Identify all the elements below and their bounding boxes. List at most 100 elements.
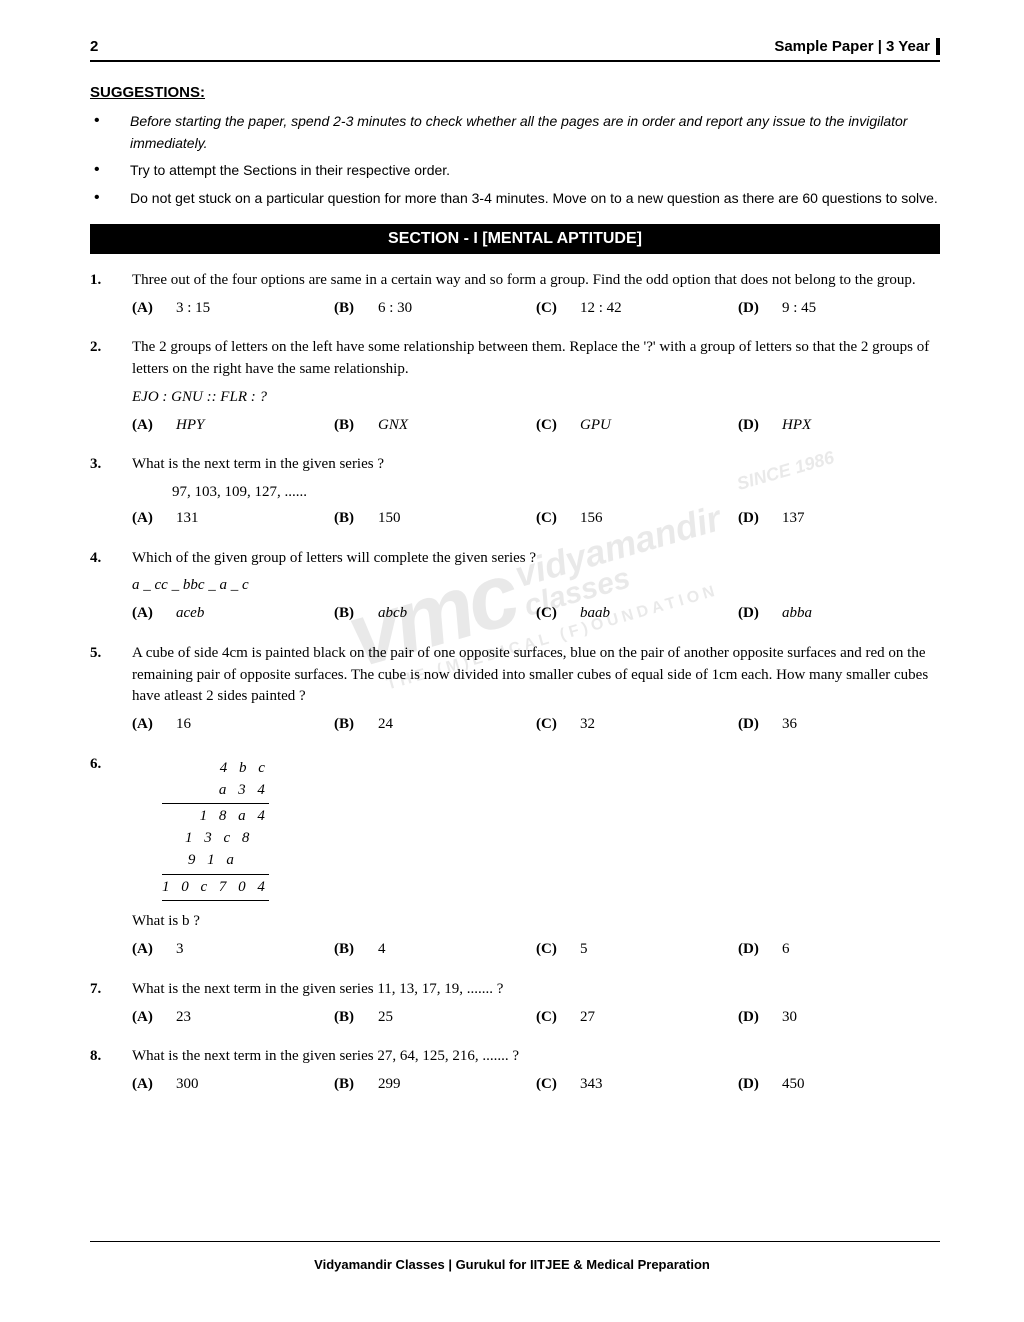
option-value: 5 (580, 939, 588, 961)
option-value: 24 (378, 714, 393, 736)
question-body: The 2 groups of letters on the left have… (132, 337, 940, 436)
question-number: 8. (90, 1046, 132, 1096)
option-label: (C) (536, 603, 580, 625)
option-label: (B) (334, 603, 378, 625)
question-number: 6. (90, 754, 132, 961)
suggestion-item: •Before starting the paper, spend 2-3 mi… (90, 111, 940, 154)
option: (C)32 (536, 714, 738, 736)
question-number: 3. (90, 454, 132, 529)
page-number: 2 (90, 38, 98, 55)
option-value: 9 : 45 (782, 298, 816, 320)
bullet-icon: • (90, 111, 130, 154)
options-row: (A)131(B)150(C)156(D)137 (132, 508, 940, 530)
options-row: (A)aceb(B)abcb(C)baab(D)abba (132, 603, 940, 625)
option-value: 450 (782, 1074, 805, 1096)
question-stem: What is the next term in the given serie… (132, 1046, 940, 1068)
option-label: (A) (132, 939, 176, 961)
question-stem: Three out of the four options are same i… (132, 270, 940, 292)
question: 8.What is the next term in the given ser… (90, 1046, 940, 1096)
question: 7.What is the next term in the given ser… (90, 979, 940, 1029)
option-label: (D) (738, 714, 782, 736)
option-value: 299 (378, 1074, 401, 1096)
option: (C)GPU (536, 415, 738, 437)
option: (D)30 (738, 1007, 940, 1029)
option-value: 156 (580, 508, 603, 530)
option-value: abcb (378, 603, 407, 625)
option-label: (D) (738, 298, 782, 320)
mult-row: 1 8 a 4 (162, 806, 269, 828)
option: (D)abba (738, 603, 940, 625)
option: (A)3 (132, 939, 334, 961)
question-stem: What is the next term in the given serie… (132, 979, 940, 1001)
option-value: abba (782, 603, 812, 625)
question-stem: A cube of side 4cm is painted black on t… (132, 643, 940, 708)
paper-label: Sample Paper | 3 Year (774, 38, 940, 55)
option: (D)36 (738, 714, 940, 736)
option: (A)aceb (132, 603, 334, 625)
option: (C)baab (536, 603, 738, 625)
option-label: (B) (334, 939, 378, 961)
suggestion-item: •Do not get stuck on a particular questi… (90, 188, 940, 210)
question: 3.What is the next term in the given ser… (90, 454, 940, 529)
option-label: (D) (738, 415, 782, 437)
option: (C)12 : 42 (536, 298, 738, 320)
option: (B)150 (334, 508, 536, 530)
question-stem: Which of the given group of letters will… (132, 548, 940, 570)
suggestion-item: •Try to attempt the Sections in their re… (90, 160, 940, 182)
option-value: 27 (580, 1007, 595, 1029)
option: (B)6 : 30 (334, 298, 536, 320)
question-number: 7. (90, 979, 132, 1029)
option-value: GPU (580, 415, 611, 437)
options-row: (A)300(B)299(C)343(D)450 (132, 1074, 940, 1096)
option: (A)131 (132, 508, 334, 530)
option: (D)450 (738, 1074, 940, 1096)
mult-row: 9 1 a (162, 850, 269, 872)
option-label: (A) (132, 714, 176, 736)
mult-rule (162, 874, 269, 875)
question: 4.Which of the given group of letters wi… (90, 548, 940, 625)
option: (A)300 (132, 1074, 334, 1096)
option-value: 137 (782, 508, 805, 530)
option-label: (A) (132, 508, 176, 530)
suggestion-text: Try to attempt the Sections in their res… (130, 160, 940, 182)
option-value: 131 (176, 508, 199, 530)
question-number: 4. (90, 548, 132, 625)
option: (D)9 : 45 (738, 298, 940, 320)
question-stem: What is the next term in the given serie… (132, 454, 940, 476)
question-subline: 97, 103, 109, 127, ...... (172, 482, 940, 504)
question-body: What is the next term in the given serie… (132, 454, 940, 529)
footer: Vidyamandir Classes | Gurukul for IITJEE… (0, 1257, 1024, 1272)
option-label: (A) (132, 1007, 176, 1029)
option-label: (B) (334, 1074, 378, 1096)
option-label: (A) (132, 415, 176, 437)
option-label: (D) (738, 1007, 782, 1029)
question-body: What is the next term in the given serie… (132, 1046, 940, 1096)
option-value: 32 (580, 714, 595, 736)
options-row: (A)16 (B)24(C)32(D)36 (132, 714, 940, 736)
option-value: 300 (176, 1074, 199, 1096)
option: (B)24 (334, 714, 536, 736)
option-value: 25 (378, 1007, 393, 1029)
option-value: 16 (176, 714, 191, 736)
question-number: 1. (90, 270, 132, 320)
question-body: 4 b ca 3 41 8 a 41 3 c 8 9 1 a 1 0 c 7 0… (132, 754, 940, 961)
option-label: (D) (738, 939, 782, 961)
option-value: 150 (378, 508, 401, 530)
option-value: baab (580, 603, 610, 625)
option: (C)343 (536, 1074, 738, 1096)
mult-rule (162, 900, 269, 901)
option-label: (C) (536, 1074, 580, 1096)
mult-row: 1 0 c 7 0 4 (162, 877, 269, 899)
option: (D)HPX (738, 415, 940, 437)
question: 2.The 2 groups of letters on the left ha… (90, 337, 940, 436)
option: (B)299 (334, 1074, 536, 1096)
options-row: (A)HPY(B)GNX(C)GPU(D)HPX (132, 415, 940, 437)
question-stem: What is b ? (132, 911, 940, 933)
option-value: 4 (378, 939, 386, 961)
mult-row: a 3 4 (162, 780, 269, 802)
mult-rule (162, 803, 269, 804)
option-value: aceb (176, 603, 204, 625)
option-value: 36 (782, 714, 797, 736)
option: (B)25 (334, 1007, 536, 1029)
question-body: Which of the given group of letters will… (132, 548, 940, 625)
